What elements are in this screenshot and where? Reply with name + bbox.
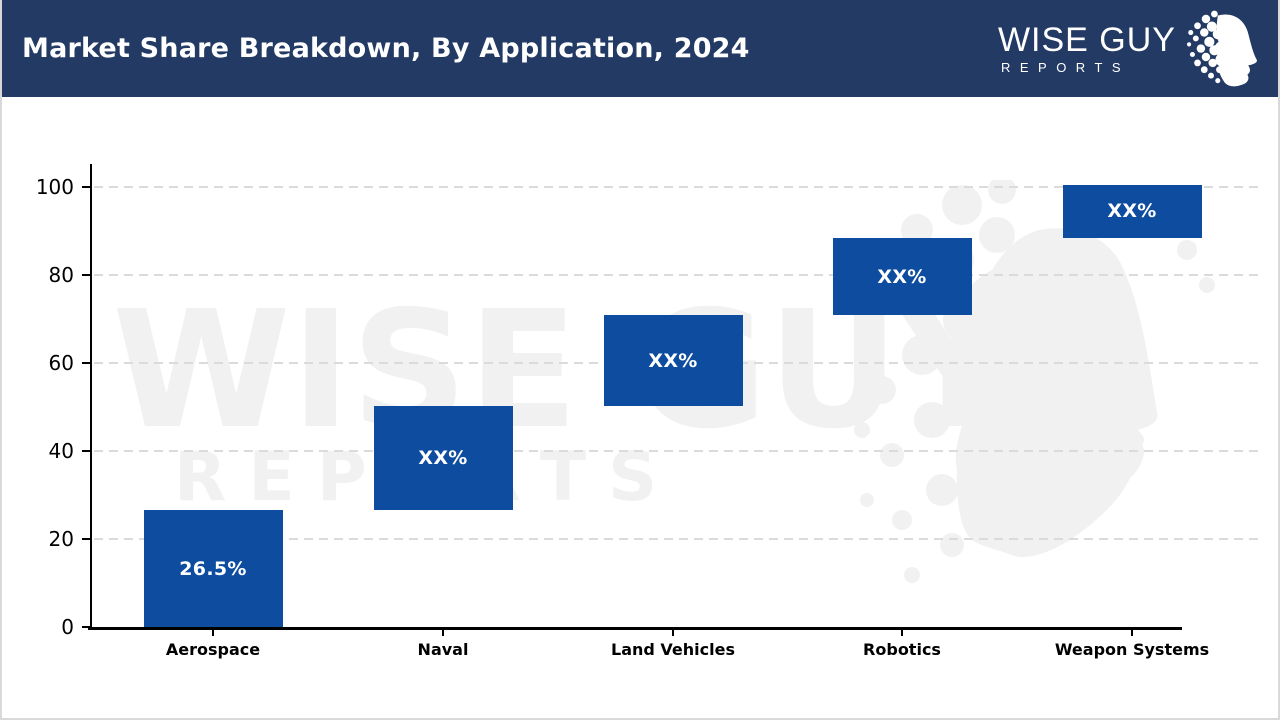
bar-land-vehicles: XX% bbox=[603, 315, 743, 406]
bar-label: 26.5% bbox=[179, 557, 247, 580]
y-axis-tick-label: 80 bbox=[48, 263, 74, 287]
bar-naval: XX% bbox=[373, 405, 513, 511]
bar-aerospace: 26.5% bbox=[143, 510, 283, 627]
y-axis-tick-label: 0 bbox=[61, 615, 74, 639]
bar-label: XX% bbox=[877, 265, 927, 288]
y-axis-tick-label: 20 bbox=[48, 527, 74, 551]
bar-label: XX% bbox=[418, 447, 468, 470]
gridline bbox=[94, 274, 1258, 276]
y-axis-tick-mark bbox=[82, 450, 90, 452]
gridline bbox=[94, 186, 1258, 188]
page-title: Market Share Breakdown, By Application, … bbox=[22, 33, 750, 64]
gridline bbox=[94, 538, 1258, 540]
y-axis-tick-mark bbox=[82, 186, 90, 188]
logo-subtitle: REPORTS bbox=[1000, 60, 1131, 75]
gridline bbox=[94, 450, 1258, 452]
bar-robotics: XX% bbox=[832, 238, 972, 316]
logo-text: WISE GUY REPORTS bbox=[998, 23, 1176, 74]
logo-head-icon bbox=[1186, 10, 1257, 86]
x-axis-label-aerospace: Aerospace bbox=[165, 640, 261, 659]
x-axis-tick-mark bbox=[442, 630, 444, 636]
bar-label: XX% bbox=[1107, 200, 1157, 223]
y-axis-tick-label: 100 bbox=[35, 175, 74, 199]
bar-label: XX% bbox=[648, 349, 698, 372]
x-axis-tick-mark bbox=[672, 630, 674, 636]
y-axis-tick-label: 60 bbox=[48, 351, 74, 375]
logo-wordmark: WISE GUY bbox=[997, 21, 1176, 59]
x-axis-label-land-vehicles: Land Vehicles bbox=[611, 640, 735, 659]
brand-logo: WISE GUY REPORTS bbox=[998, 8, 1260, 90]
x-axis-label-naval: Naval bbox=[417, 640, 469, 659]
y-axis-tick-mark bbox=[82, 538, 90, 540]
y-axis-tick-label: 40 bbox=[48, 439, 74, 463]
bar-weapon-systems: XX% bbox=[1062, 184, 1202, 239]
header-bar: Market Share Breakdown, By Application, … bbox=[2, 0, 1278, 97]
x-axis-line bbox=[88, 627, 1182, 630]
x-axis-label-weapon-systems: Weapon Systems bbox=[1054, 640, 1210, 659]
y-axis-tick-mark bbox=[82, 362, 90, 364]
x-axis-tick-mark bbox=[901, 630, 903, 636]
x-axis-label-robotics: Robotics bbox=[863, 640, 941, 659]
y-axis-tick-mark bbox=[82, 626, 90, 628]
y-axis-line bbox=[90, 164, 92, 627]
y-axis-tick-mark bbox=[82, 274, 90, 276]
x-axis-tick-mark bbox=[212, 630, 214, 636]
x-axis-tick-mark bbox=[1131, 630, 1133, 636]
